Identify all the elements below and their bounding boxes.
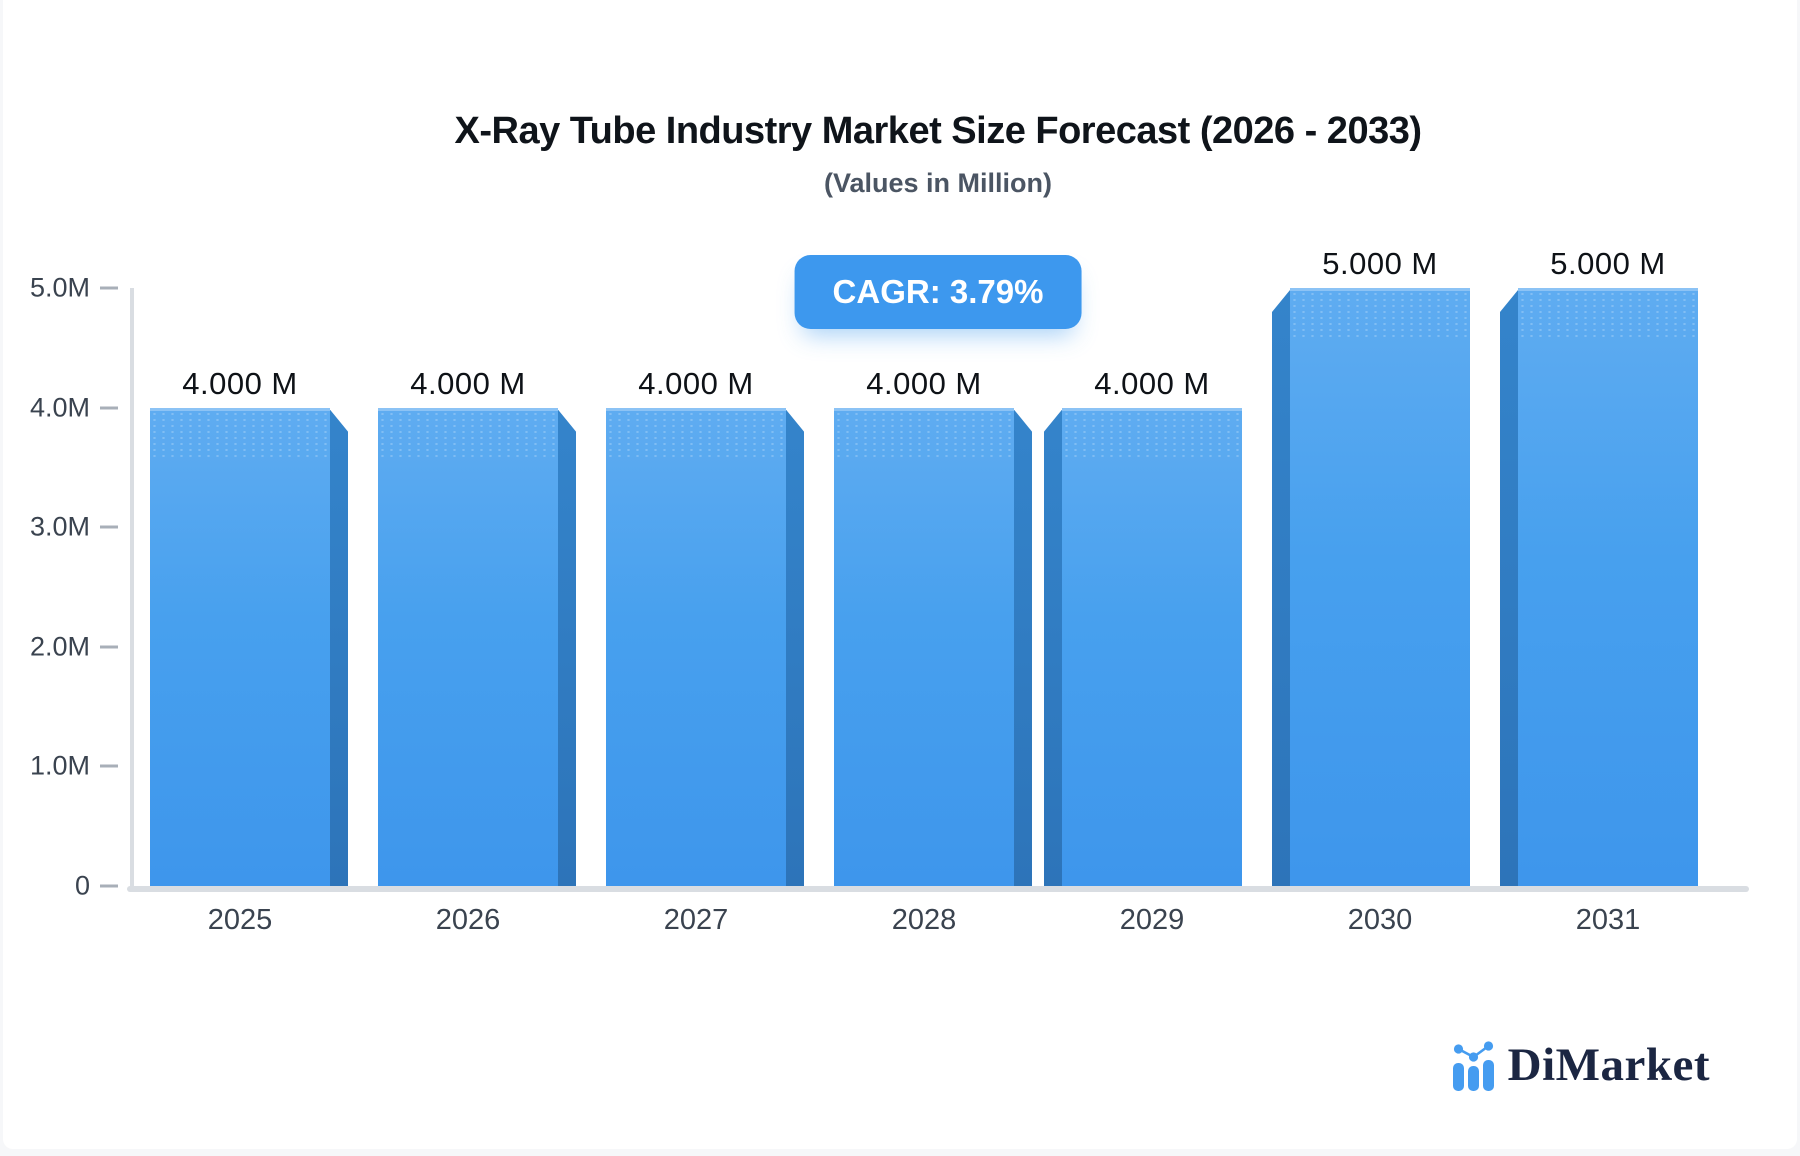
bar-value-label: 5.000 M xyxy=(1550,246,1666,281)
bar-side-3d xyxy=(1500,290,1518,886)
bar-side-3d xyxy=(558,409,576,886)
x-tick-label: 2028 xyxy=(891,904,957,936)
logo-text: DiMarket xyxy=(1507,1039,1710,1091)
bar-face: 4.000 M xyxy=(606,366,786,886)
cagr-badge: CAGR: 3.79% xyxy=(794,255,1082,329)
mini-bar-chart-icon xyxy=(1452,1041,1494,1091)
chart-title: X-Ray Tube Industry Market Size Forecast… xyxy=(454,110,1423,152)
bar-face: 5.000 M xyxy=(1518,246,1698,886)
chart-subtitle: (Values in Million) xyxy=(823,168,1053,198)
bar-face: 4.000 M xyxy=(834,366,1014,886)
x-tick-label: 2029 xyxy=(1119,904,1185,936)
y-tick-label: 4.0M xyxy=(29,392,90,423)
y-tick-label: 0 xyxy=(74,870,90,901)
bar-value-label: 4.000 M xyxy=(182,365,298,401)
x-axis-line xyxy=(127,886,1749,892)
bar-value-label: 4.000 M xyxy=(1094,365,1210,401)
bar-2031: 5.000 M xyxy=(1500,246,1698,886)
y-tick-dash xyxy=(100,884,118,888)
y-tick-dash xyxy=(100,764,118,768)
bar-2030: 5.000 M xyxy=(1272,246,1470,886)
bar-side-3d xyxy=(1044,409,1062,886)
y-tick-dash xyxy=(100,406,118,410)
x-tick-label: 2026 xyxy=(435,904,501,936)
y-tick-dash xyxy=(100,525,118,529)
bar-2029: 4.000 M xyxy=(1044,366,1242,886)
bar-value-label: 5.000 M xyxy=(1322,246,1438,281)
bar-2027: 4.000 M xyxy=(606,366,804,886)
bar-value-label: 4.000 M xyxy=(638,365,754,401)
bar-side-3d xyxy=(1272,290,1290,886)
x-tick-label: 2030 xyxy=(1347,904,1413,936)
y-tick-dash xyxy=(100,645,118,649)
bar-value-label: 4.000 M xyxy=(410,365,526,401)
x-tick-label: 2031 xyxy=(1575,904,1641,936)
y-tick-label: 2.0M xyxy=(29,631,90,662)
y-tick-label: 5.0M xyxy=(29,272,90,303)
bar-side-3d xyxy=(1014,409,1032,886)
y-tick-label: 1.0M xyxy=(29,750,90,781)
bar-2026: 4.000 M xyxy=(378,366,576,886)
bar-value-label: 4.000 M xyxy=(866,365,982,401)
bar-side-3d xyxy=(330,409,348,886)
bar-face: 5.000 M xyxy=(1290,246,1470,886)
bar-face: 4.000 M xyxy=(1062,366,1242,886)
bar-2025: 4.000 M xyxy=(150,366,348,886)
x-tick-label: 2025 xyxy=(207,904,273,936)
y-tick-label: 3.0M xyxy=(29,511,90,542)
bar-face: 4.000 M xyxy=(378,366,558,886)
bar-side-3d xyxy=(786,409,804,886)
dimarket-logo: DiMarket xyxy=(1446,1038,1710,1092)
y-axis-line xyxy=(130,288,134,886)
y-tick-dash xyxy=(100,286,118,290)
bar-2028: 4.000 M xyxy=(834,366,1032,886)
bar-face: 4.000 M xyxy=(150,366,330,886)
x-tick-label: 2027 xyxy=(663,904,729,936)
